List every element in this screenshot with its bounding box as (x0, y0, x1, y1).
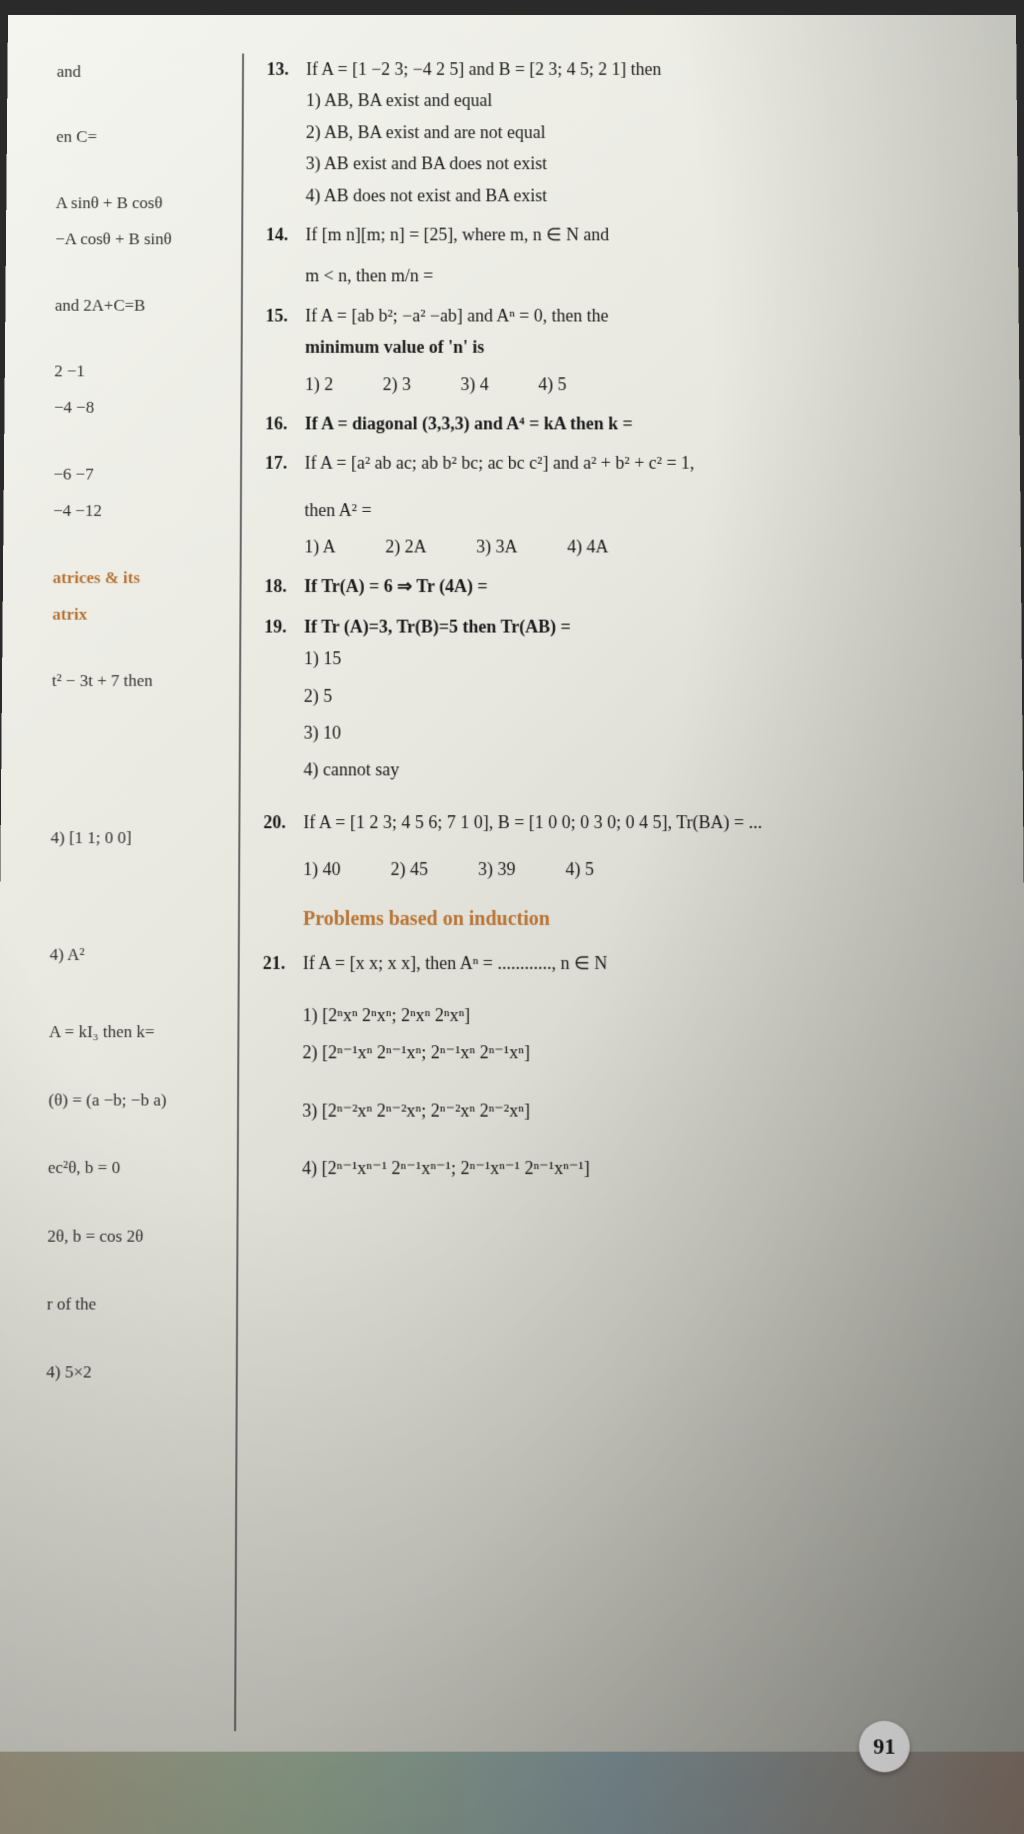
opt: 4) cannot say (303, 754, 624, 786)
left-frag: atrices & its atrix (52, 559, 217, 633)
q-text: If A = [x x; x x], then Aⁿ = ...........… (303, 947, 975, 979)
q-num: 14. (266, 219, 306, 292)
right-column: 13. If A = [1 −2 3; −4 2 5] and B = [2 3… (244, 54, 980, 1732)
q-text: minimum value of 'n' is (305, 331, 970, 363)
q-text: If A = [a² ab ac; ab b² bc; ac bc c²] an… (305, 447, 971, 479)
left-frag: ec²θ, b = 0 (48, 1149, 214, 1187)
left-frag: (θ) = (a −b; −b a) (48, 1081, 214, 1119)
column-divider (234, 54, 244, 1732)
q-body: If A = [ab b²; −a² −ab] and Aⁿ = 0, then… (305, 300, 970, 400)
opt: 1) 15 (304, 643, 625, 675)
q-body: If A = diagonal (3,3,3) and A⁴ = kA then… (305, 408, 970, 440)
question-17: 17. If A = [a² ab ac; ab b² bc; ac bc c²… (265, 447, 972, 562)
content-wrap: and en C= A sinθ + B cosθ −A cosθ + B si… (43, 54, 980, 1732)
q-text: If Tr (A)=3, Tr(B)=5 then Tr(AB) = (304, 611, 972, 643)
left-frag: 2θ, b = cos 2θ (47, 1217, 213, 1255)
left-frag: r of the (47, 1285, 213, 1323)
q-body: If A = [1 −2 3; −4 2 5] and B = [2 3; 4 … (306, 54, 969, 211)
q-body: If Tr (A)=3, Tr(B)=5 then Tr(AB) = 1) 15… (303, 611, 973, 792)
left-line: −6 −7 (53, 456, 217, 493)
opt: 4) 5 (538, 368, 566, 400)
question-14: 14. If [m n][m; n] = [25], where m, n ∈ … (266, 219, 969, 292)
opt: 3) 10 (304, 717, 625, 749)
left-line: −4 −12 (53, 492, 217, 529)
left-line: atrices & its (53, 559, 217, 596)
left-frag: 4) 5×2 (46, 1354, 213, 1392)
q-text: If A = [ab b²; −a² −ab] and Aⁿ = 0, then… (305, 300, 969, 332)
q-num: 21. (262, 947, 303, 1190)
q-num: 18. (264, 571, 304, 603)
left-line: −4 −8 (54, 389, 218, 426)
opt: 2) [2ⁿ⁻¹xⁿ 2ⁿ⁻¹xⁿ; 2ⁿ⁻¹xⁿ 2ⁿ⁻¹xⁿ] (302, 1037, 625, 1070)
left-frag: 4) A² (49, 936, 214, 973)
opts: 1) 40 2) 45 3) 39 4) 5 (303, 853, 974, 885)
opt: 1) 2 (305, 368, 333, 400)
left-frag: and 2A+C=B (55, 287, 218, 324)
q-text: If A = [1 2 3; 4 5 6; 7 1 0], B = [1 0 0… (303, 806, 973, 838)
opt: 3) 39 (478, 853, 515, 885)
opt: 1) A (304, 531, 335, 563)
opt: 1) 40 (303, 853, 341, 885)
q-body: If A = [x x; x x], then Aⁿ = ...........… (302, 947, 976, 1190)
left-frag: en C= (56, 119, 219, 155)
opts: 1) 15 2) 5 3) 10 4) cannot say (303, 643, 973, 791)
question-13: 13. If A = [1 −2 3; −4 2 5] and B = [2 3… (266, 54, 968, 211)
opts: 1) 2 2) 3 3) 4 4) 5 (305, 368, 970, 400)
q-num: 15. (265, 300, 305, 400)
q-num: 17. (265, 447, 305, 562)
q-text: m < n, then m/n = (305, 260, 969, 292)
q-text: If Tr(A) = 6 ⇒ Tr (4A) = (304, 571, 971, 603)
opt: 3) [2ⁿ⁻²xⁿ 2ⁿ⁻²xⁿ; 2ⁿ⁻²xⁿ 2ⁿ⁻²xⁿ] (302, 1094, 625, 1127)
section-heading: Problems based on induction (303, 901, 974, 937)
left-frag: A = kI₃ then k= (49, 1014, 215, 1052)
q-num: 20. (263, 806, 303, 886)
question-18: 18. If Tr(A) = 6 ⇒ Tr (4A) = (264, 571, 971, 603)
page-number: 91 (859, 1721, 910, 1772)
opt: 2) 5 (304, 680, 625, 712)
q-body: If A = [a² ab ac; ab b² bc; ac bc c²] an… (304, 447, 971, 562)
question-21: 21. If A = [x x; x x], then Aⁿ = .......… (262, 947, 976, 1190)
opt: 4) AB does not exist and BA exist (306, 179, 969, 211)
q-body: If Tr(A) = 6 ⇒ Tr (4A) = (304, 571, 971, 603)
opt: 4) 5 (565, 853, 594, 885)
left-line: −A cosθ + B sinθ (55, 221, 218, 257)
left-frag: A sinθ + B cosθ −A cosθ + B sinθ (55, 185, 218, 258)
left-frag: 2 −1 −4 −8 (54, 353, 218, 426)
left-line: A sinθ + B cosθ (56, 185, 219, 221)
opt: 1) AB, BA exist and equal (306, 85, 968, 116)
opt: 3) 4 (460, 368, 488, 400)
left-frag: −6 −7 −4 −12 (53, 456, 217, 530)
question-20: 20. If A = [1 2 3; 4 5 6; 7 1 0], B = [1… (263, 806, 974, 886)
opt: 2) 3 (383, 368, 411, 400)
question-15: 15. If A = [ab b²; −a² −ab] and Aⁿ = 0, … (265, 300, 970, 400)
opt: 3) AB exist and BA does not exist (306, 148, 968, 180)
left-frag: and (57, 54, 220, 90)
left-frag: 4) [1 1; 0 0] (50, 819, 215, 856)
opt: 2) 2A (385, 531, 426, 563)
q-text: then A² = (304, 494, 971, 526)
left-line: atrix (52, 596, 216, 633)
q-text: If [m n][m; n] = [25], where m, n ∈ N an… (305, 219, 968, 251)
q-body: If [m n][m; n] = [25], where m, n ∈ N an… (305, 219, 969, 292)
q-text: If A = [1 −2 3; −4 2 5] and B = [2 3; 4 … (306, 54, 967, 85)
opts: 1) A 2) 2A 3) 3A 4) 4A (304, 531, 971, 563)
left-column: and en C= A sinθ + B cosθ −A cosθ + B si… (43, 54, 234, 1732)
left-frag: t² − 3t + 7 then (52, 663, 217, 700)
opt: 2) 45 (391, 853, 429, 885)
q-body: If A = [1 2 3; 4 5 6; 7 1 0], B = [1 0 0… (303, 806, 974, 886)
opt: 1) [2ⁿxⁿ 2ⁿxⁿ; 2ⁿxⁿ 2ⁿxⁿ] (303, 999, 626, 1031)
opt: 3) 3A (476, 531, 517, 563)
q-num: 16. (265, 408, 305, 440)
question-16: 16. If A = diagonal (3,3,3) and A⁴ = kA … (265, 408, 970, 440)
q-num: 19. (264, 611, 305, 792)
left-line: 2 −1 (54, 353, 218, 390)
q-num: 13. (266, 54, 306, 211)
opt: 4) 4A (567, 531, 608, 563)
opt: 2) AB, BA exist and are not equal (306, 116, 968, 147)
textbook-page: and en C= A sinθ + B cosθ −A cosθ + B si… (0, 15, 1024, 1834)
opt: 4) [2ⁿ⁻¹xⁿ⁻¹ 2ⁿ⁻¹xⁿ⁻¹; 2ⁿ⁻¹xⁿ⁻¹ 2ⁿ⁻¹xⁿ⁻¹… (302, 1152, 626, 1185)
opts: 1) [2ⁿxⁿ 2ⁿxⁿ; 2ⁿxⁿ 2ⁿxⁿ] 2) [2ⁿ⁻¹xⁿ 2ⁿ⁻… (302, 999, 976, 1190)
question-19: 19. If Tr (A)=3, Tr(B)=5 then Tr(AB) = 1… (264, 611, 974, 792)
q-text: If A = diagonal (3,3,3) and A⁴ = kA then… (305, 408, 970, 440)
